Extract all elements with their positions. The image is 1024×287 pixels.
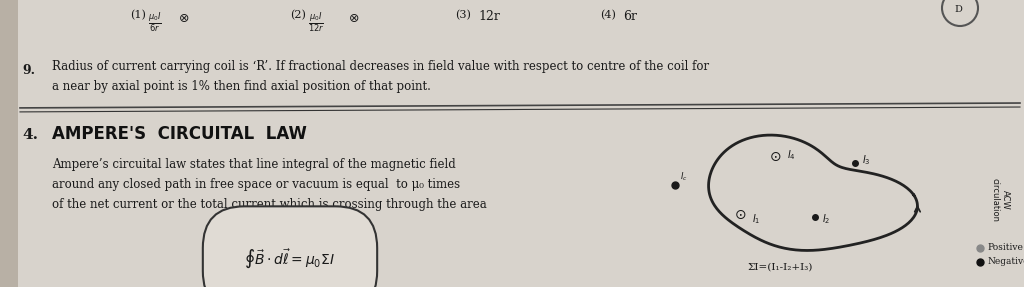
Text: 4.: 4. — [22, 128, 38, 142]
Text: Positive: Positive — [987, 243, 1023, 253]
Text: $\frac{\mu_0 I}{6r}$: $\frac{\mu_0 I}{6r}$ — [148, 10, 162, 34]
Text: 6r: 6r — [623, 10, 637, 23]
Text: ACW
circulation: ACW circulation — [990, 178, 1010, 222]
Text: $\otimes$: $\otimes$ — [178, 12, 189, 25]
Text: (1): (1) — [130, 10, 145, 20]
Text: $\odot$: $\odot$ — [734, 208, 746, 222]
Text: AMPERE'S  CIRCUITAL  LAW: AMPERE'S CIRCUITAL LAW — [52, 125, 307, 143]
Text: 9.: 9. — [22, 64, 35, 77]
Text: 12r: 12r — [478, 10, 500, 23]
Text: (3): (3) — [455, 10, 471, 20]
Text: $I_1$: $I_1$ — [752, 212, 761, 226]
Text: of the net current or the total current which is crossing through the area: of the net current or the total current … — [52, 198, 486, 211]
Text: $\oint \vec{B}\cdot d\vec{\ell} = \mu_0\Sigma I$: $\oint \vec{B}\cdot d\vec{\ell} = \mu_0\… — [245, 248, 336, 271]
Text: Ampere’s circuital law states that line integral of the magnetic field: Ampere’s circuital law states that line … — [52, 158, 456, 171]
FancyBboxPatch shape — [18, 0, 1024, 287]
Text: $\odot$: $\odot$ — [769, 150, 781, 164]
Text: a near by axial point is 1% then find axial position of that point.: a near by axial point is 1% then find ax… — [52, 80, 431, 93]
Text: $I_2$: $I_2$ — [822, 212, 830, 226]
Text: D: D — [954, 5, 962, 14]
Text: $I_4$: $I_4$ — [787, 148, 796, 162]
Text: (4): (4) — [600, 10, 615, 20]
Text: $I_c$: $I_c$ — [680, 171, 688, 183]
Text: $\frac{\mu_0 I}{12r}$: $\frac{\mu_0 I}{12r}$ — [308, 10, 325, 34]
Text: $\otimes$: $\otimes$ — [348, 12, 359, 25]
Text: (2): (2) — [290, 10, 306, 20]
Text: Radius of current carrying coil is ‘R’. If fractional decreases in field value w: Radius of current carrying coil is ‘R’. … — [52, 60, 710, 73]
Text: Negative: Negative — [987, 257, 1024, 267]
Text: around any closed path in free space or vacuum is equal  to μ₀ times: around any closed path in free space or … — [52, 178, 460, 191]
Text: ΣI=(I₁-I₂+I₃): ΣI=(I₁-I₂+I₃) — [748, 263, 813, 272]
Text: $I_3$: $I_3$ — [862, 153, 870, 167]
